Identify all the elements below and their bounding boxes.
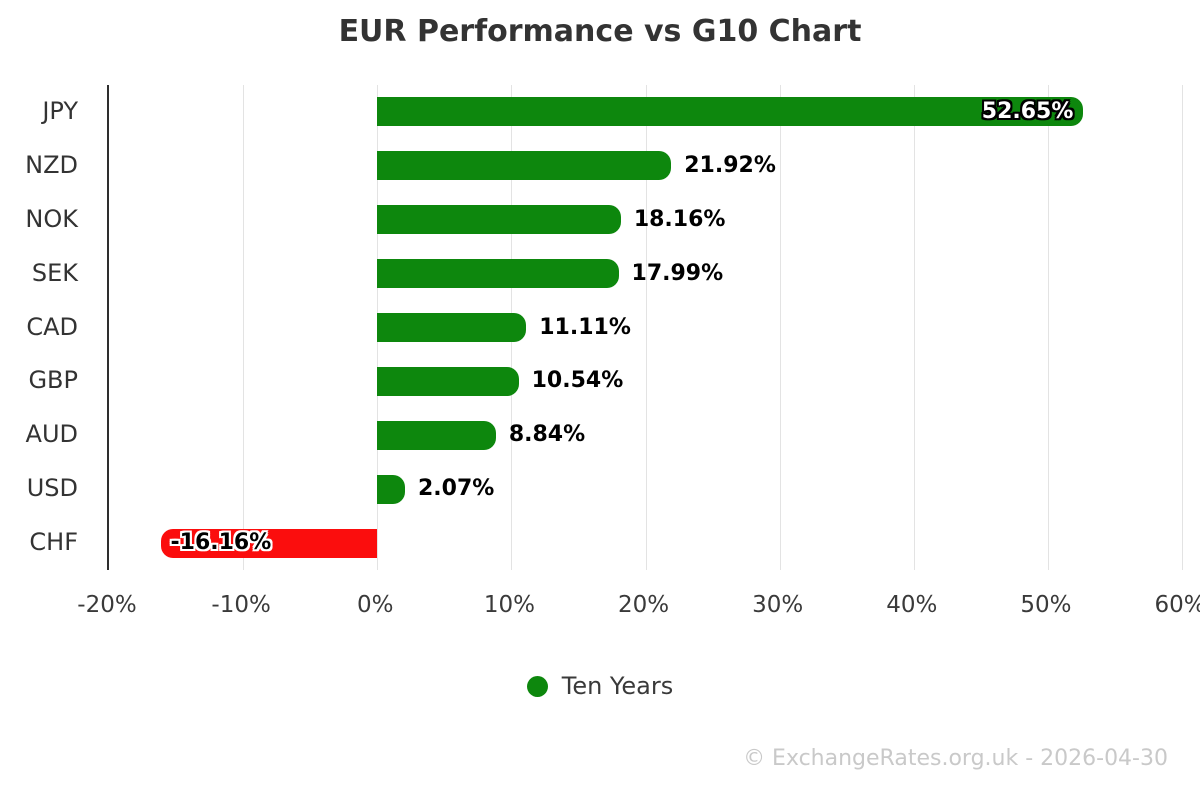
bar-chf [160,528,378,558]
y-axis-label-nok: NOK [25,204,78,233]
y-axis-label-aud: AUD [25,420,78,449]
y-axis-label-jpy: JPY [42,97,78,125]
bar-nzd [377,151,672,181]
value-label-nok: 18.16% [633,206,726,232]
x-tick-label: -20% [77,592,137,618]
x-tick-label: 0% [357,592,394,618]
chart-title: EUR Performance vs G10 Chart [338,14,862,49]
plot-area: 52.65% 21.92% 18.16% 17.99% 11.11% 10.54% 8.84… [107,85,1183,570]
y-axis-label-cad: CAD [26,312,78,341]
value-label-sek: 17.99% [631,260,724,286]
gridline [1182,85,1183,570]
x-tick-label: 60% [1154,592,1200,618]
value-label-chf: -16.16% [170,530,272,556]
x-tick-label: 10% [483,592,535,618]
bar-sek [377,259,619,289]
bar-jpy [377,97,1084,127]
bar-cad [377,313,527,342]
x-tick-label: 50% [1020,592,1072,618]
x-tick-label: 40% [886,592,938,618]
gridline [1047,85,1049,570]
y-axis-label-chf: CHF [29,528,78,557]
value-label-cad: 11.11% [539,314,631,340]
value-label-jpy: 52.65% [981,99,1074,124]
x-tick-label: 20% [617,592,670,618]
y-axis-label-usd: USD [26,474,78,503]
watermark: © ExchangeRates.org.uk - 2026-04-30 [743,746,1168,771]
gridline [779,85,781,570]
bar-aud [377,420,496,450]
y-axis-label-gbp: GBP [28,366,78,395]
bar-nok [377,205,621,235]
legend-label: Ten Years [561,672,674,700]
value-label-usd: 2.07% [418,476,495,502]
gridline [913,85,915,570]
x-tick-label: 30% [752,592,804,618]
x-tick-label: -10% [211,592,271,618]
bar-usd [377,474,405,504]
legend: Ten Years [0,672,1200,700]
value-label-aud: 8.84% [508,422,586,448]
y-axis-label-nzd: NZD [25,150,78,179]
bar-gbp [377,366,519,396]
gridline [243,85,245,570]
legend-marker-dot [526,675,548,697]
value-label-nzd: 21.92% [684,152,776,178]
gridline [645,85,647,570]
value-label-gbp: 10.54% [531,368,624,394]
y-axis-label-sek: SEK [31,258,78,287]
